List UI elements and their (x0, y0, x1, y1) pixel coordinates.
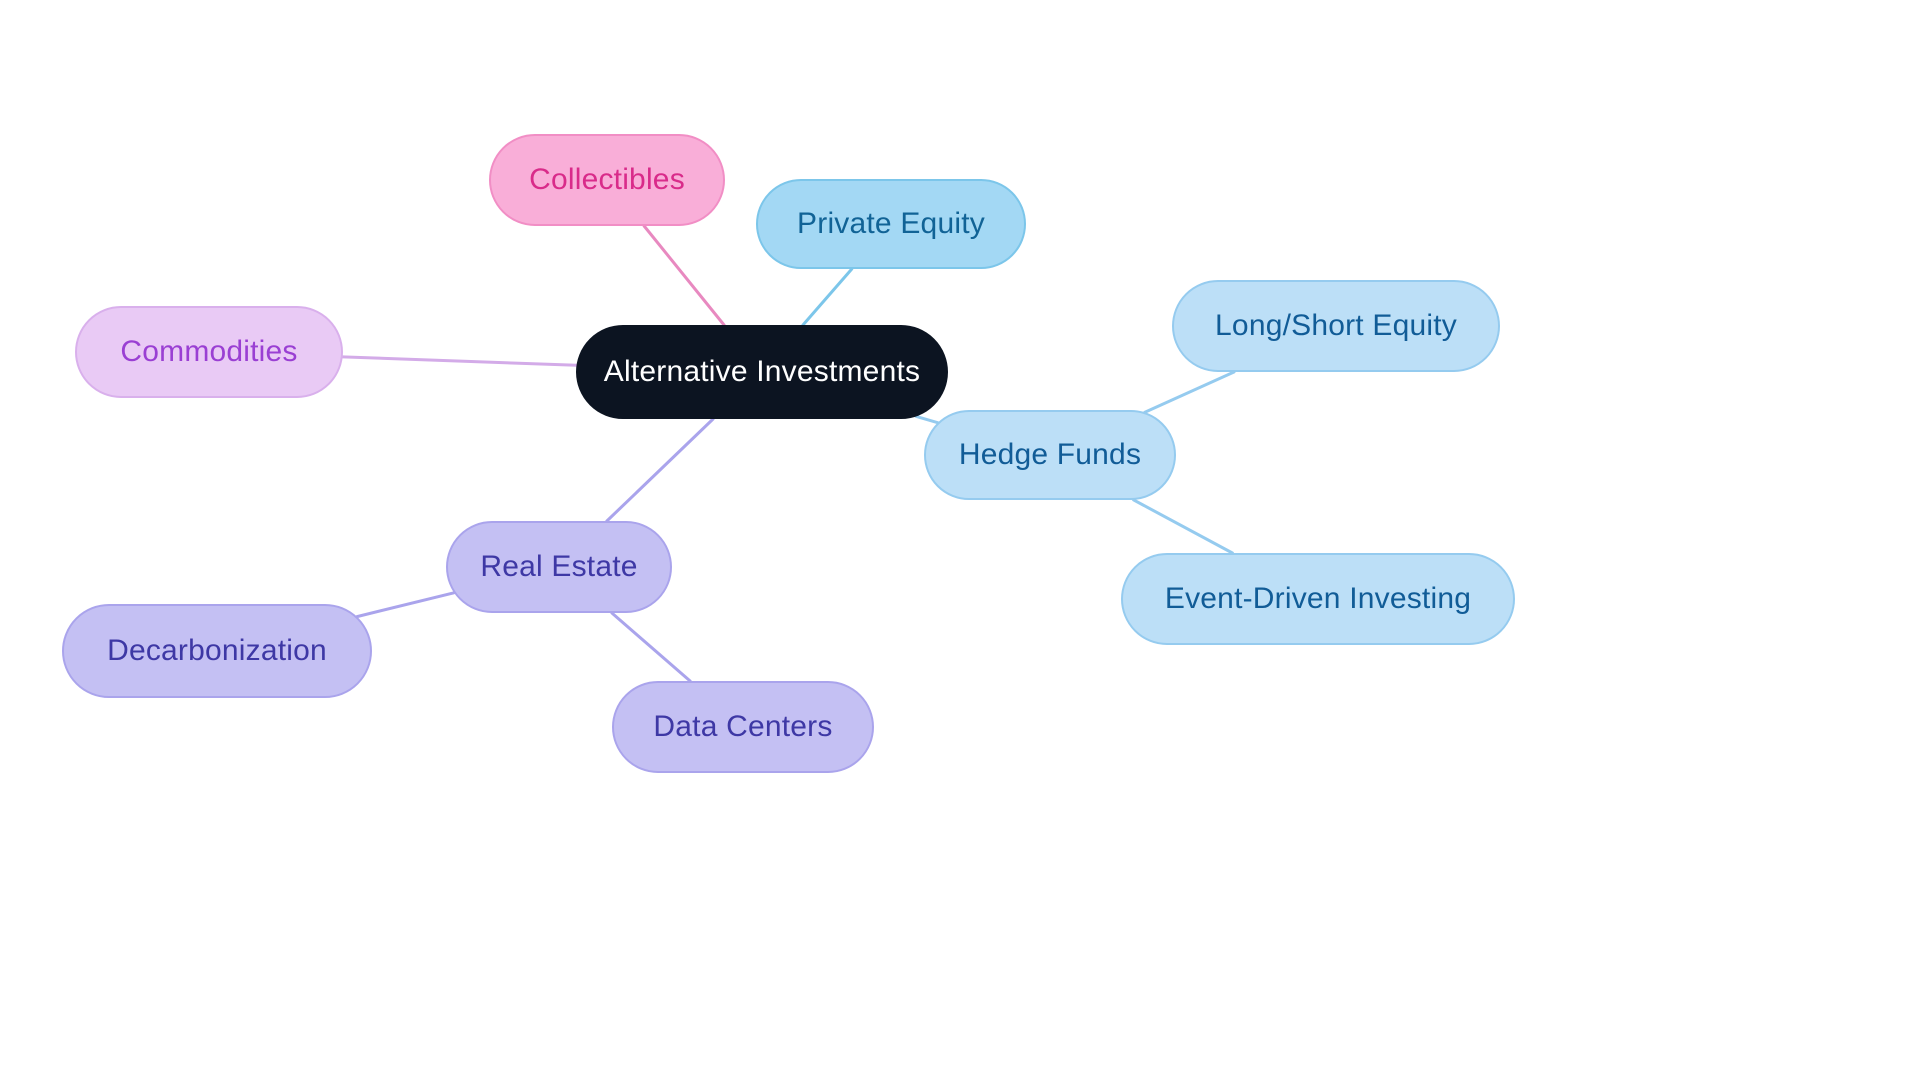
node-event-driven-investing-label: Event-Driven Investing (1165, 582, 1471, 616)
edge-root-collectibles (644, 226, 724, 325)
edge-hedge_funds-event_driven (1134, 500, 1233, 553)
node-commodities[interactable]: Commodities (75, 306, 343, 398)
edges-layer (0, 0, 1920, 1083)
node-root[interactable]: Alternative Investments (576, 325, 948, 419)
edge-root-private_equity (803, 269, 852, 325)
node-long-short-equity-label: Long/Short Equity (1215, 309, 1457, 343)
node-event-driven-investing[interactable]: Event-Driven Investing (1121, 553, 1515, 645)
edge-root-real_estate (607, 419, 713, 521)
edge-root-hedge_funds (916, 416, 937, 422)
node-private-equity-label: Private Equity (797, 207, 985, 241)
node-decarbonization-label: Decarbonization (107, 634, 327, 668)
edge-hedge_funds-long_short (1145, 372, 1234, 412)
node-hedge-funds-label: Hedge Funds (959, 438, 1141, 472)
node-data-centers-label: Data Centers (653, 710, 832, 744)
node-real-estate[interactable]: Real Estate (446, 521, 672, 613)
node-long-short-equity[interactable]: Long/Short Equity (1172, 280, 1500, 372)
node-data-centers[interactable]: Data Centers (612, 681, 874, 773)
node-private-equity[interactable]: Private Equity (756, 179, 1026, 269)
node-hedge-funds[interactable]: Hedge Funds (924, 410, 1176, 500)
node-real-estate-label: Real Estate (480, 550, 637, 584)
node-root-label: Alternative Investments (604, 355, 920, 389)
mindmap-canvas: Alternative Investments Collectibles Pri… (0, 0, 1920, 1083)
node-commodities-label: Commodities (120, 335, 297, 369)
edge-real_estate-decarbonization (357, 593, 454, 617)
node-collectibles-label: Collectibles (529, 163, 685, 197)
edge-real_estate-data_centers (612, 613, 690, 681)
node-decarbonization[interactable]: Decarbonization (62, 604, 372, 698)
node-collectibles[interactable]: Collectibles (489, 134, 725, 226)
edge-root-commodities (343, 357, 577, 365)
